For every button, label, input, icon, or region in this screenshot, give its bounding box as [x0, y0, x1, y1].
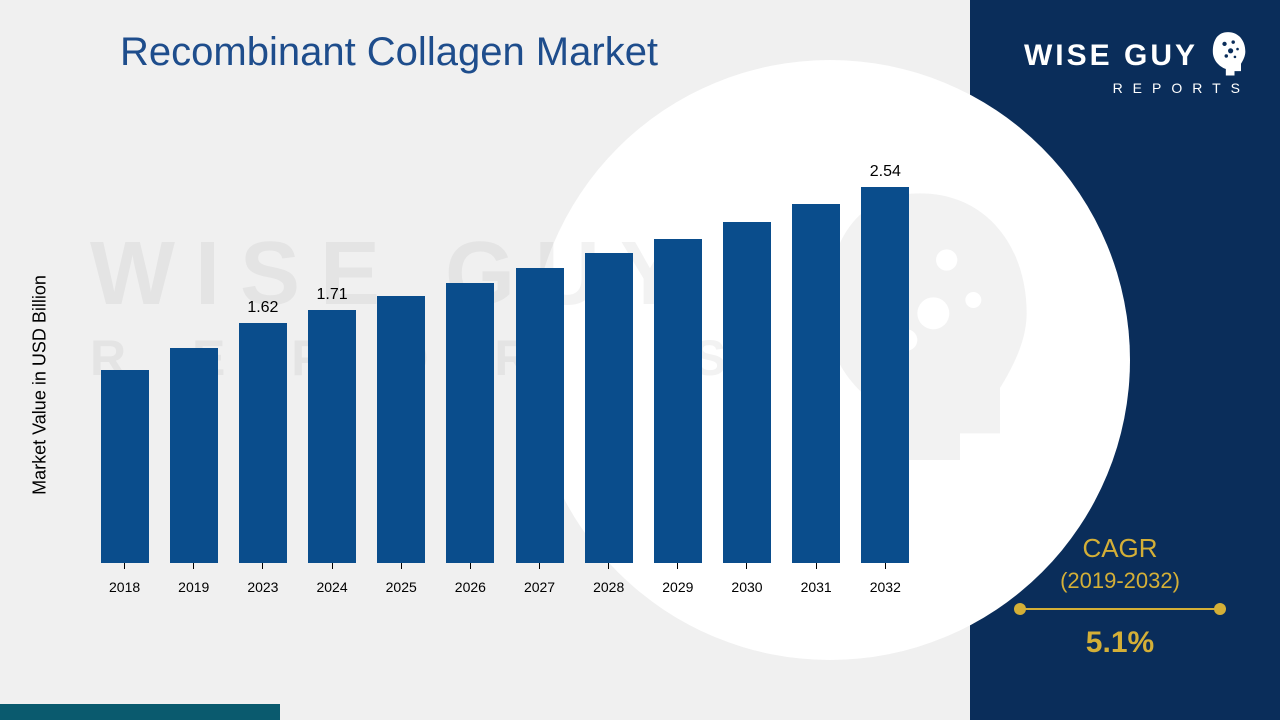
x-tick-label: 2019: [178, 579, 209, 595]
bottom-accent-bar: [0, 704, 280, 720]
x-tick-label: 2030: [731, 579, 762, 595]
x-tick-label: 2032: [870, 579, 901, 595]
bar-group: 2026: [440, 259, 500, 569]
cagr-dot-right: [1214, 603, 1226, 615]
bar-group: 2028: [579, 229, 639, 569]
x-tick-label: 2031: [801, 579, 832, 595]
bar: [723, 222, 771, 563]
brand-logo: WISE GUY REPORTS: [1024, 30, 1250, 96]
logo-main-text: WISE GUY: [1024, 39, 1198, 73]
bar-group: 2031: [786, 180, 846, 569]
x-tick-label: 2028: [593, 579, 624, 595]
bar: [792, 204, 840, 563]
bar: [861, 187, 909, 563]
bar-value-label: 1.62: [247, 299, 278, 319]
bars-area: 201820191.6220231.7120242025202620272028…: [90, 170, 920, 570]
cagr-title: CAGR: [1010, 533, 1230, 564]
bar: [654, 239, 702, 563]
y-axis-label: Market Value in USD Billion: [30, 275, 51, 495]
bar: [377, 296, 425, 563]
bar: [101, 370, 149, 563]
bar: [170, 348, 218, 563]
bar-group: 2.542032: [855, 163, 915, 569]
cagr-period: (2019-2032): [1010, 568, 1230, 594]
bar: [308, 310, 356, 563]
bar-group: 2029: [648, 215, 708, 569]
x-tick-label: 2024: [316, 579, 347, 595]
x-tick-label: 2023: [247, 579, 278, 595]
bar-group: 2027: [510, 244, 570, 569]
bar-chart: Market Value in USD Billion 201820191.62…: [50, 170, 920, 600]
x-tick-label: 2029: [662, 579, 693, 595]
bar: [516, 268, 564, 563]
logo-sub-text: REPORTS: [1024, 80, 1250, 96]
bar-group: 2030: [717, 198, 777, 569]
cagr-dot-left: [1014, 603, 1026, 615]
bar: [585, 253, 633, 563]
bar-group: 2019: [164, 324, 224, 569]
cagr-divider-line: [1020, 608, 1220, 610]
x-tick-label: 2018: [109, 579, 140, 595]
cagr-value: 5.1%: [1010, 626, 1230, 660]
bar: [239, 323, 287, 563]
bar-group: 2025: [371, 272, 431, 569]
x-tick-label: 2026: [455, 579, 486, 595]
bar-group: 1.622023: [233, 299, 293, 569]
x-tick-label: 2027: [524, 579, 555, 595]
bar-group: 1.712024: [302, 286, 362, 569]
logo-head-icon: [1206, 30, 1250, 82]
bar-value-label: 1.71: [316, 286, 347, 306]
cagr-box: CAGR (2019-2032) 5.1%: [1010, 533, 1230, 660]
chart-title: Recombinant Collagen Market: [120, 30, 658, 75]
bar-value-label: 2.54: [870, 163, 901, 183]
bar-group: 2018: [95, 346, 155, 569]
bar: [446, 283, 494, 563]
x-tick-label: 2025: [386, 579, 417, 595]
